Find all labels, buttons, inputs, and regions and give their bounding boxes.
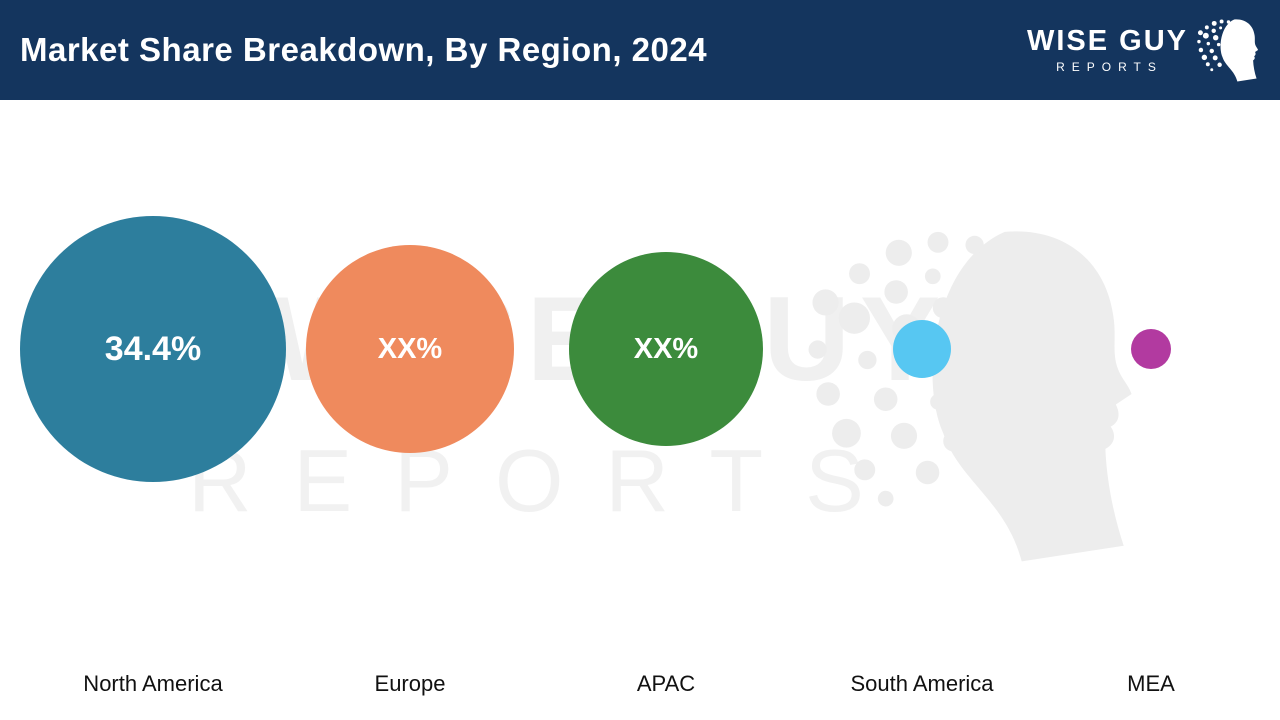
category-label-north-america: North America — [83, 671, 223, 696]
wiseguy-head-watermark-icon — [772, 224, 1172, 564]
bubble-apac: XX% — [569, 252, 763, 446]
bubble-south-america — [893, 320, 951, 378]
category-label-apac: APAC — [636, 671, 696, 696]
brand-name: WISE GUY — [1026, 24, 1188, 57]
category-label-europe: Europe — [374, 671, 446, 696]
category-label-south-america: South America — [850, 671, 994, 696]
page-title: Market Share Breakdown, By Region, 2024 — [20, 31, 708, 68]
bubble-label-north-america: 34.4% — [104, 329, 202, 368]
bubble-label-apac: XX% — [633, 332, 699, 365]
bubble-mea — [1131, 329, 1171, 369]
bubble-north-america: 34.4% — [20, 216, 286, 482]
bubble-europe: XX% — [306, 245, 514, 453]
category-label-mea: MEA — [1127, 671, 1175, 696]
brand-logo: WISE GUY REPORTS — [1027, 12, 1260, 88]
brand-logo-text: WISE GUY REPORTS — [1026, 24, 1188, 74]
wiseguy-head-logo-icon — [1196, 12, 1260, 88]
brand-subtitle: REPORTS — [1056, 59, 1163, 74]
header-bar: Market Share Breakdown, By Region, 2024 … — [0, 0, 1280, 100]
watermark-text-line2: REPORTS — [188, 431, 906, 530]
bubble-label-europe: XX% — [377, 332, 443, 365]
